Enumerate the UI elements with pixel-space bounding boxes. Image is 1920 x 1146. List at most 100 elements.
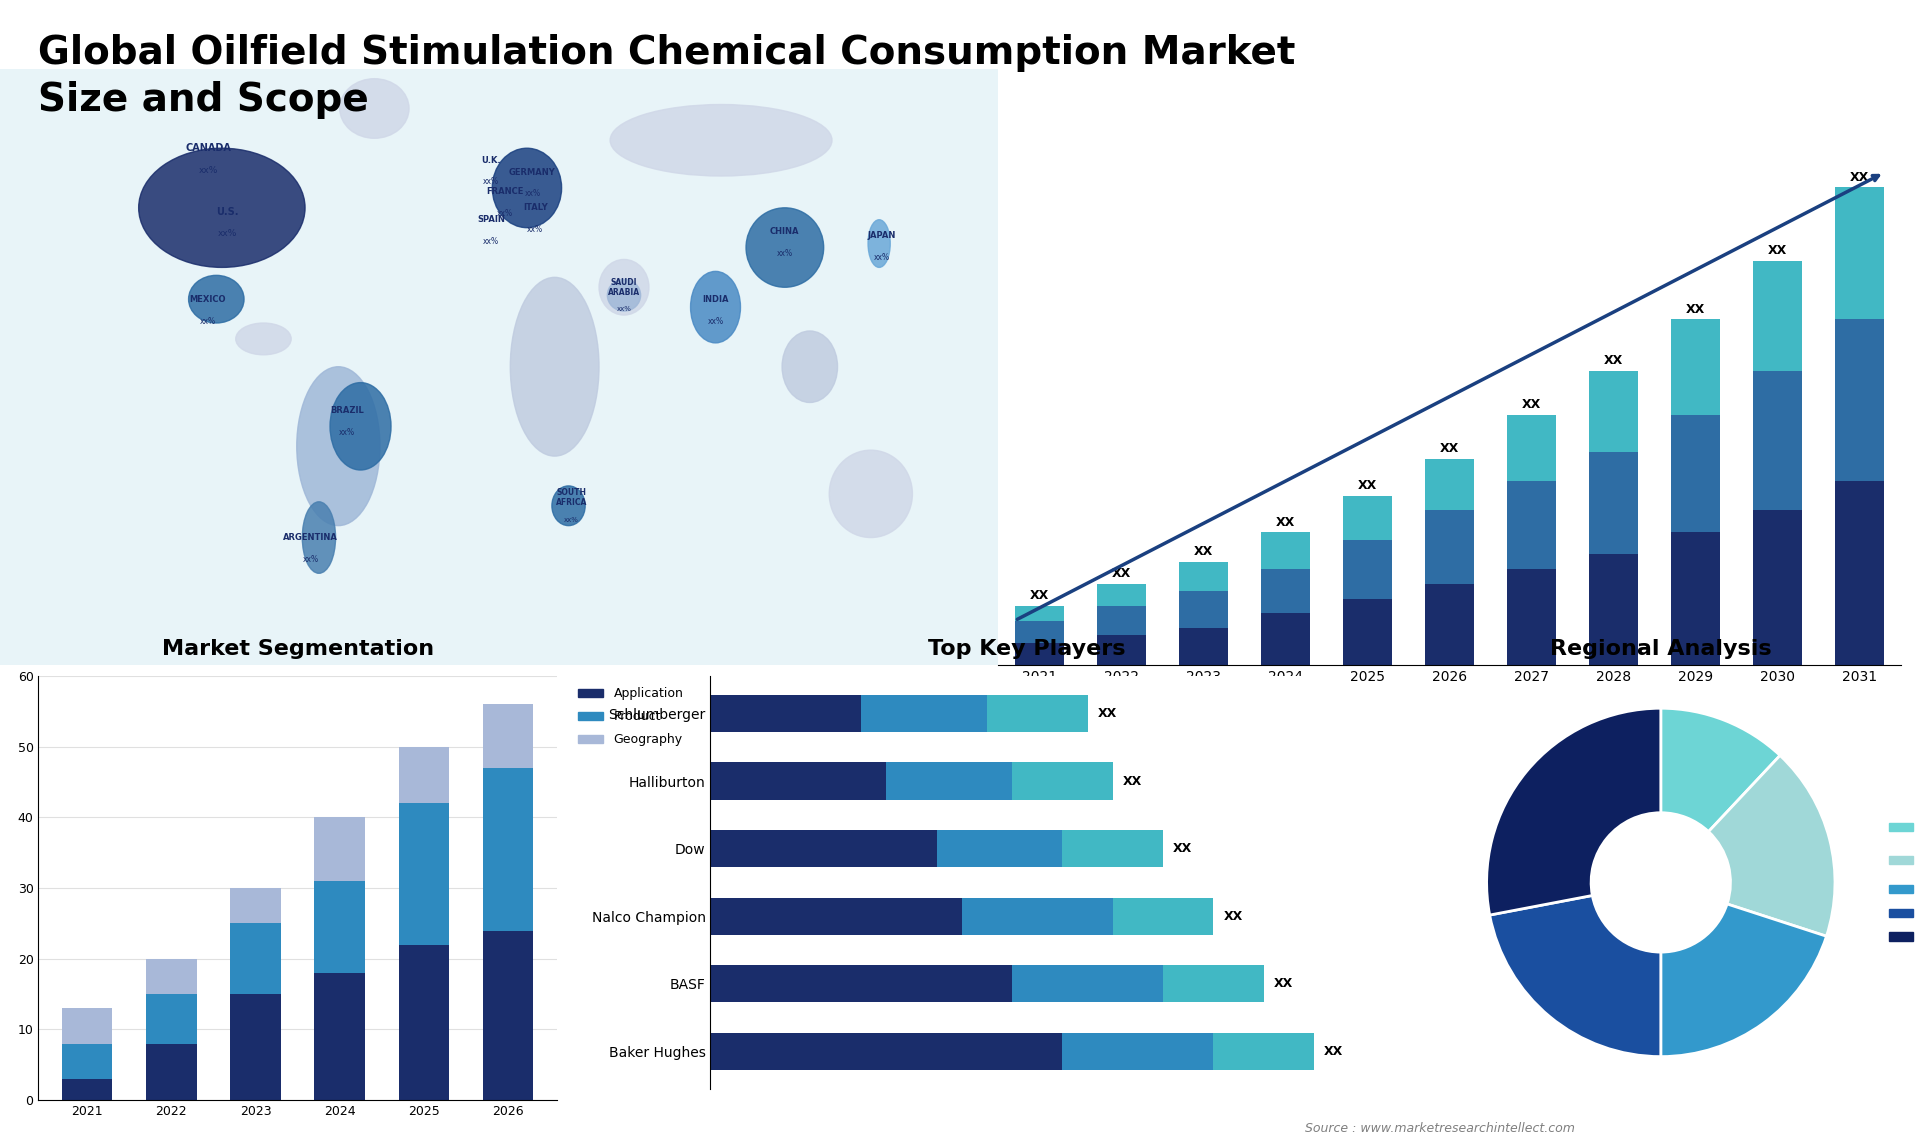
Text: XX: XX	[1686, 303, 1705, 316]
Text: JAPAN: JAPAN	[868, 231, 897, 241]
Text: xx%: xx%	[564, 517, 578, 523]
Wedge shape	[1486, 708, 1661, 915]
Ellipse shape	[781, 331, 837, 402]
Ellipse shape	[691, 272, 741, 343]
Bar	[1016, 621, 1064, 643]
Legend: Application, Product, Geography: Application, Product, Geography	[574, 682, 687, 752]
Bar	[710, 830, 937, 868]
Text: U.S.: U.S.	[217, 206, 238, 217]
Text: XX: XX	[1194, 545, 1213, 558]
Bar	[61, 1044, 113, 1080]
Ellipse shape	[747, 207, 824, 288]
Bar	[1670, 533, 1720, 665]
Bar	[482, 705, 534, 768]
Ellipse shape	[511, 277, 599, 456]
Bar	[1753, 260, 1803, 371]
Bar	[710, 965, 1012, 1003]
Bar	[1179, 628, 1229, 665]
Bar	[1096, 606, 1146, 635]
Text: xx%: xx%	[616, 306, 632, 312]
Text: XX: XX	[1223, 910, 1242, 923]
Text: XX: XX	[1029, 589, 1048, 603]
Text: XX: XX	[1277, 516, 1296, 528]
Bar	[1507, 570, 1557, 665]
Bar	[315, 973, 365, 1100]
Bar	[399, 803, 449, 944]
Text: xx%: xx%	[217, 229, 236, 238]
Bar	[1342, 496, 1392, 540]
Bar	[1062, 1033, 1213, 1070]
Legend: Latin America, Middle East &
Africa, Asia Pacific, Europe, North America: Latin America, Middle East & Africa, Asi…	[1884, 816, 1920, 949]
Wedge shape	[1490, 895, 1661, 1057]
Bar	[146, 994, 196, 1044]
Bar	[1261, 613, 1309, 665]
Text: xx%: xx%	[528, 225, 543, 234]
Text: CANADA: CANADA	[184, 143, 230, 154]
Text: XX: XX	[1768, 244, 1788, 257]
Text: Global Oilfield Stimulation Chemical Consumption Market
Size and Scope: Global Oilfield Stimulation Chemical Con…	[38, 34, 1296, 119]
Bar	[710, 694, 862, 732]
Bar	[1096, 583, 1146, 606]
Bar	[1096, 635, 1146, 665]
Bar	[1753, 371, 1803, 510]
Ellipse shape	[492, 148, 561, 228]
Wedge shape	[1661, 904, 1826, 1057]
Text: ▲: ▲	[1674, 92, 1695, 115]
Bar	[1507, 415, 1557, 481]
Bar	[1179, 562, 1229, 591]
Ellipse shape	[188, 275, 244, 323]
Bar	[1670, 320, 1720, 415]
Ellipse shape	[138, 148, 305, 267]
Text: XX: XX	[1851, 171, 1870, 183]
Bar	[1179, 591, 1229, 628]
Bar	[1753, 510, 1803, 665]
Text: Top Key Players: Top Key Players	[929, 639, 1125, 659]
Ellipse shape	[340, 79, 409, 139]
Ellipse shape	[551, 486, 586, 526]
Text: xx%: xx%	[482, 237, 499, 246]
Wedge shape	[1709, 755, 1836, 936]
Text: FRANCE: FRANCE	[486, 188, 524, 196]
Text: ITALY: ITALY	[522, 203, 547, 212]
Ellipse shape	[611, 104, 831, 176]
Bar	[1590, 452, 1638, 555]
Bar	[1016, 643, 1064, 665]
Bar	[1012, 965, 1164, 1003]
Text: XX: XX	[1123, 775, 1142, 787]
Bar	[1114, 897, 1213, 935]
Bar	[1836, 187, 1884, 320]
Bar	[61, 1008, 113, 1044]
Bar	[1342, 598, 1392, 665]
Bar	[1507, 481, 1557, 570]
Text: MEXICO: MEXICO	[190, 295, 227, 304]
Text: XX: XX	[1325, 1045, 1344, 1058]
Ellipse shape	[298, 367, 380, 526]
Text: Source : www.marketresearchintellect.com: Source : www.marketresearchintellect.com	[1306, 1122, 1574, 1135]
Text: XX: XX	[1173, 842, 1192, 855]
Text: XX: XX	[1357, 479, 1377, 492]
Bar	[61, 1080, 113, 1100]
Bar	[1425, 510, 1475, 583]
Bar	[230, 994, 280, 1100]
Ellipse shape	[330, 383, 392, 470]
Text: Market Segmentation: Market Segmentation	[161, 639, 434, 659]
Bar	[230, 924, 280, 994]
Bar	[1261, 570, 1309, 613]
Text: SPAIN: SPAIN	[476, 215, 505, 225]
Bar	[482, 931, 534, 1100]
Bar	[1261, 533, 1309, 570]
Bar	[987, 694, 1087, 732]
Text: BRAZIL: BRAZIL	[330, 406, 363, 415]
Ellipse shape	[607, 280, 641, 311]
Text: xx%: xx%	[707, 316, 724, 325]
Bar	[1425, 460, 1475, 510]
Bar	[1012, 762, 1114, 800]
Bar	[315, 817, 365, 881]
Text: XX: XX	[1098, 707, 1117, 720]
Bar	[315, 881, 365, 973]
Bar	[1062, 830, 1164, 868]
Text: XX: XX	[1440, 442, 1459, 455]
Bar	[1590, 555, 1638, 665]
Bar	[146, 1044, 196, 1100]
Text: U.K.: U.K.	[482, 156, 501, 165]
